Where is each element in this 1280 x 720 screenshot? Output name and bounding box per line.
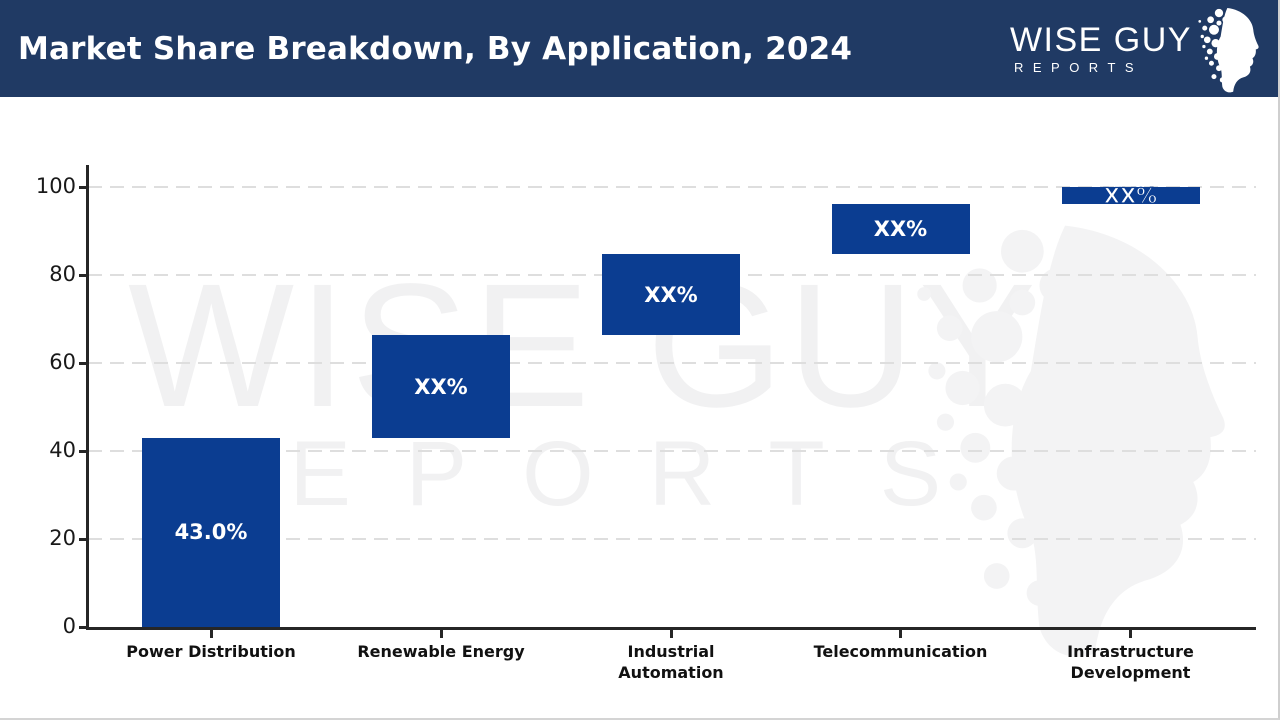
bar-value-label-renewable-energy: XX% [414, 374, 468, 399]
y-tick-mark-100 [79, 186, 88, 189]
y-axis-line [86, 165, 89, 630]
y-tick-mark-60 [79, 362, 88, 365]
y-tick-mark-80 [79, 274, 88, 277]
gridline-20 [88, 538, 1256, 540]
gridline-40 [88, 450, 1256, 452]
watermark-text-line1: WISE GUY [128, 248, 1041, 444]
brand-face-icon [1198, 7, 1259, 92]
brand-logo: WISE GUY REPORTS [1010, 0, 1270, 97]
bar-renewable-energy [372, 335, 510, 439]
x-category-label-power-distribution: Power Distribution [126, 642, 296, 661]
chart-title: Market Share Breakdown, By Application, … [18, 30, 853, 67]
bar-telecommunication [831, 204, 970, 255]
bar-value-label-infrastructure-development: XX% [1103, 183, 1158, 208]
x-axis-line [86, 627, 1256, 630]
y-tick-label-60: 60 [49, 350, 76, 374]
bar-value-label-power-distribution: 43.0% [174, 520, 248, 545]
y-tick-mark-40 [79, 450, 88, 453]
brand-logo-text: WISE GUY REPORTS [1010, 23, 1192, 75]
watermark-text-line2: REPORTS [168, 423, 997, 525]
brand-name: WISE GUY [1009, 20, 1192, 59]
y-tick-label-40: 40 [49, 438, 76, 462]
x-tick-mark-infrastructure-development [1129, 630, 1132, 638]
header-band: Market Share Breakdown, By Application, … [0, 0, 1278, 97]
brand-subname: REPORTS [1013, 59, 1144, 75]
x-tick-mark-power-distribution [209, 630, 213, 638]
y-tick-label-20: 20 [49, 526, 76, 550]
bar-power-distribution [142, 437, 280, 627]
x-category-label-renewable-energy: Renewable Energy [357, 642, 525, 661]
x-tick-mark-renewable-energy [439, 630, 443, 638]
x-category-label-infrastructure-development: Infrastructure Development [1067, 642, 1194, 682]
watermark-face-icon [917, 225, 1225, 657]
gridline-60 [88, 362, 1256, 364]
y-tick-mark-20 [79, 538, 88, 541]
bar-value-label-industrial-automation: XX% [644, 282, 698, 307]
x-category-label-industrial-automation: Industrial Automation [618, 642, 724, 682]
y-tick-label-0: 0 [62, 614, 76, 638]
x-tick-mark-industrial-automation [669, 630, 673, 638]
gridline-100 [88, 186, 1256, 188]
bar-infrastructure-development [1061, 187, 1200, 204]
x-tick-mark-telecommunication [899, 630, 902, 638]
x-category-label-telecommunication: Telecommunication [813, 642, 988, 661]
y-tick-mark-0 [79, 626, 88, 629]
y-tick-label-100: 100 [35, 174, 76, 198]
y-tick-label-80: 80 [49, 262, 76, 286]
plot-area: 0 20 40 60 80 100 43.0% Power Distribution XX% Re… [0, 97, 1278, 718]
bar-value-label-telecommunication: XX% [873, 217, 928, 242]
bar-industrial-automation [602, 253, 740, 335]
